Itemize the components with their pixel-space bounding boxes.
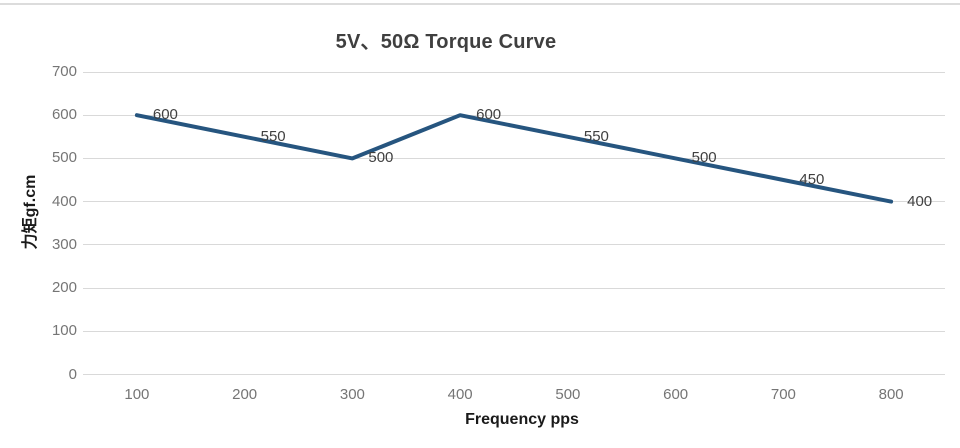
data-label: 550: [260, 127, 286, 145]
x-tick-label: 200: [232, 386, 258, 403]
y-gridline: [83, 114, 945, 116]
data-label: 600: [476, 106, 502, 124]
data-label: 550: [583, 127, 609, 145]
y-tick-label: 200: [51, 279, 77, 297]
data-label: 500: [691, 149, 717, 167]
x-tick-label: 800: [878, 386, 904, 403]
y-tick-label: 700: [51, 63, 77, 80]
y-gridline: [83, 71, 945, 73]
data-label: 500: [368, 149, 394, 167]
x-axis-title: Frequency pps: [465, 411, 579, 428]
y-tick-label: 600: [51, 106, 77, 124]
x-tick-label: 700: [770, 386, 796, 403]
x-tick-label: 300: [339, 386, 365, 403]
y-gridline: [83, 244, 945, 246]
data-label: 400: [907, 192, 933, 210]
y-gridline: [83, 201, 945, 203]
x-tick-label: 500: [555, 386, 581, 403]
data-label: 600: [152, 106, 178, 124]
y-tick-label: 500: [51, 149, 77, 167]
y-gridline: [83, 287, 945, 289]
y-gridline: [83, 157, 945, 159]
y-tick-label: 0: [68, 365, 77, 383]
y-tick-label: 400: [51, 192, 77, 210]
x-tick-label: 600: [663, 386, 689, 403]
y-tick-label: 300: [51, 235, 77, 253]
y-tick-label: 100: [51, 322, 77, 340]
chart-title: 5V、50Ω Torque Curve: [335, 31, 557, 53]
y-gridline: [83, 374, 945, 375]
x-tick-label: 400: [447, 386, 473, 403]
data-label: 450: [799, 171, 825, 189]
y-gridline: [83, 330, 945, 332]
x-tick-label: 100: [124, 386, 150, 403]
top-divider: [0, 3, 960, 5]
